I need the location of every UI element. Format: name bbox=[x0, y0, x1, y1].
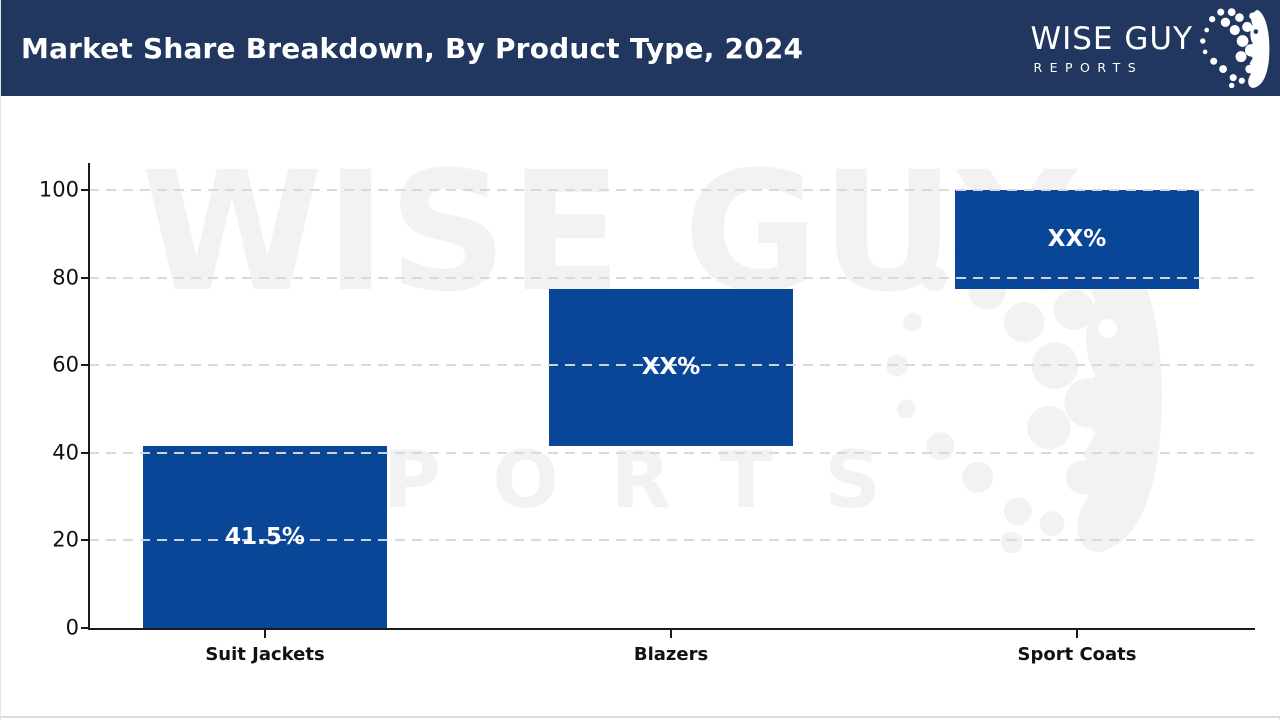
bar-suit-jackets bbox=[143, 446, 387, 628]
chart-area: WISE GUY REPORTS 41.5% XX% XX% 0 20 40 60 80 10… bbox=[1, 96, 1280, 716]
y-tick-label-0: 0 bbox=[65, 615, 79, 640]
y-tick-mark-60 bbox=[81, 364, 89, 367]
chart-title: Market Share Breakdown, By Product Type,… bbox=[21, 31, 804, 65]
gridline-100 bbox=[89, 189, 1254, 191]
y-tick-label-100: 100 bbox=[38, 177, 79, 202]
y-axis-line bbox=[88, 163, 90, 630]
gridline-60 bbox=[89, 364, 1254, 367]
wiseguy-logo: WISE GUY REPORTS bbox=[1030, 4, 1273, 92]
y-tick-label-20: 20 bbox=[52, 527, 79, 552]
bar-sport-coats bbox=[955, 190, 1199, 289]
x-tick-mark-suit-jackets bbox=[264, 630, 266, 638]
y-tick-label-60: 60 bbox=[52, 352, 79, 377]
y-tick-mark-100 bbox=[81, 189, 89, 191]
x-tick-mark-blazers bbox=[670, 630, 672, 638]
gridline-20 bbox=[89, 539, 1254, 542]
logo-subtext: REPORTS bbox=[1033, 60, 1144, 75]
bottom-border-line bbox=[1, 716, 1280, 718]
bar-blazers bbox=[549, 288, 793, 447]
y-tick-mark-20 bbox=[81, 539, 89, 542]
x-category-label-suit-jackets: Suit Jackets bbox=[205, 644, 325, 665]
bar-value-label-blazers: XX% bbox=[641, 354, 701, 381]
logo-wordmark: WISE GUY bbox=[1030, 21, 1193, 57]
x-category-label-sport-coats: Sport Coats bbox=[1017, 644, 1137, 665]
y-tick-label-40: 40 bbox=[52, 440, 79, 465]
gridline-40 bbox=[89, 451, 1254, 454]
y-tick-mark-0 bbox=[81, 627, 89, 629]
x-category-label-blazers: Blazers bbox=[633, 644, 709, 665]
logo-text: WISE GUY REPORTS bbox=[1030, 21, 1193, 75]
header-bar: Market Share Breakdown, By Product Type,… bbox=[1, 0, 1280, 96]
y-tick-mark-40 bbox=[81, 451, 89, 454]
y-tick-mark-80 bbox=[81, 276, 89, 279]
gridline-80 bbox=[89, 276, 1254, 279]
bar-value-label-sport-coats: XX% bbox=[1047, 226, 1107, 253]
x-axis-line bbox=[88, 628, 1255, 630]
x-tick-mark-sport-coats bbox=[1076, 630, 1078, 638]
wiseguy-head-icon bbox=[1195, 5, 1273, 91]
bar-value-label-suit-jackets: 41.5% bbox=[225, 524, 305, 551]
y-tick-label-80: 80 bbox=[52, 265, 79, 290]
